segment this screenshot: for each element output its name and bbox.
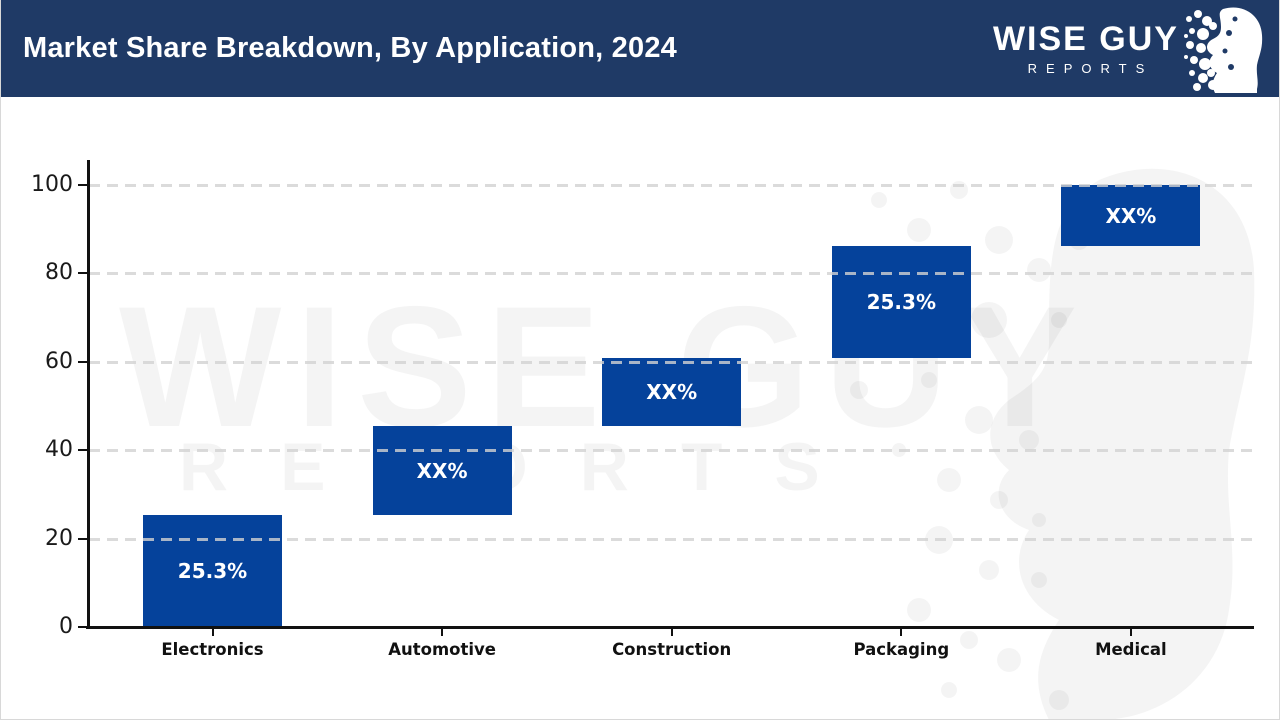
y-tick-label-20: 20 [45,525,73,551]
report-header: Market Share Breakdown, By Application, … [1,0,1279,97]
y-tick-mark-100 [78,184,87,186]
x-tick-label-packaging: Packaging [853,640,950,659]
y-tick-label-60: 60 [45,348,73,374]
x-tick-label-construction: Construction [612,640,732,659]
x-tick-label-electronics: Electronics [161,640,264,659]
bar-value-label-construction: XX% [646,380,698,405]
bar-value-label-electronics: 25.3% [177,559,248,584]
x-tick-mark-electronics [211,628,214,636]
y-axis-line [87,160,90,629]
brand-head-icon [1184,6,1263,93]
gridline-80 [89,272,1253,276]
y-tick-mark-60 [78,360,87,363]
y-tick-mark-0 [78,626,87,628]
y-tick-label-40: 40 [45,437,73,463]
x-tick-label-medical: Medical [1095,640,1167,659]
bar-value-label-packaging: 25.3% [866,290,936,315]
y-tick-mark-80 [78,272,87,275]
x-tick-mark-packaging [900,628,903,636]
gridline-100 [89,184,1253,187]
bar-packaging: 25.3% [831,246,971,359]
gridline-60 [89,360,1253,364]
bar-automotive: XX% [372,425,512,516]
y-tick-label-80: 80 [45,260,73,286]
x-tick-label-automotive: Automotive [388,640,496,659]
brand-subname: REPORTS [1027,61,1154,76]
x-tick-mark-automotive [441,628,444,636]
y-tick-label-100: 100 [31,172,73,197]
x-axis-line [86,626,1254,629]
y-tick-mark-20 [78,537,87,540]
gridline-20 [89,537,1253,541]
bar-value-label-automotive: XX% [416,458,468,483]
x-tick-mark-construction [670,628,673,636]
bar-medical: XX% [1061,185,1201,247]
gridline-40 [89,449,1253,453]
y-tick-mark-40 [78,449,87,452]
y-tick-label-0: 0 [59,614,73,639]
brand-logo: WISE GUY REPORTS [993,5,1265,93]
bar-value-label-medical: XX% [1105,203,1157,228]
chart-title: Market Share Breakdown, By Application, … [23,32,677,64]
bar-construction: XX% [602,358,742,426]
x-tick-mark-medical [1129,628,1132,636]
watermark-head-graphic [850,168,1255,719]
bar-electronics: 25.3% [143,515,282,627]
brand-logo-text: WISE GUY REPORTS [993,22,1179,75]
brand-name: WISE GUY [992,20,1179,58]
